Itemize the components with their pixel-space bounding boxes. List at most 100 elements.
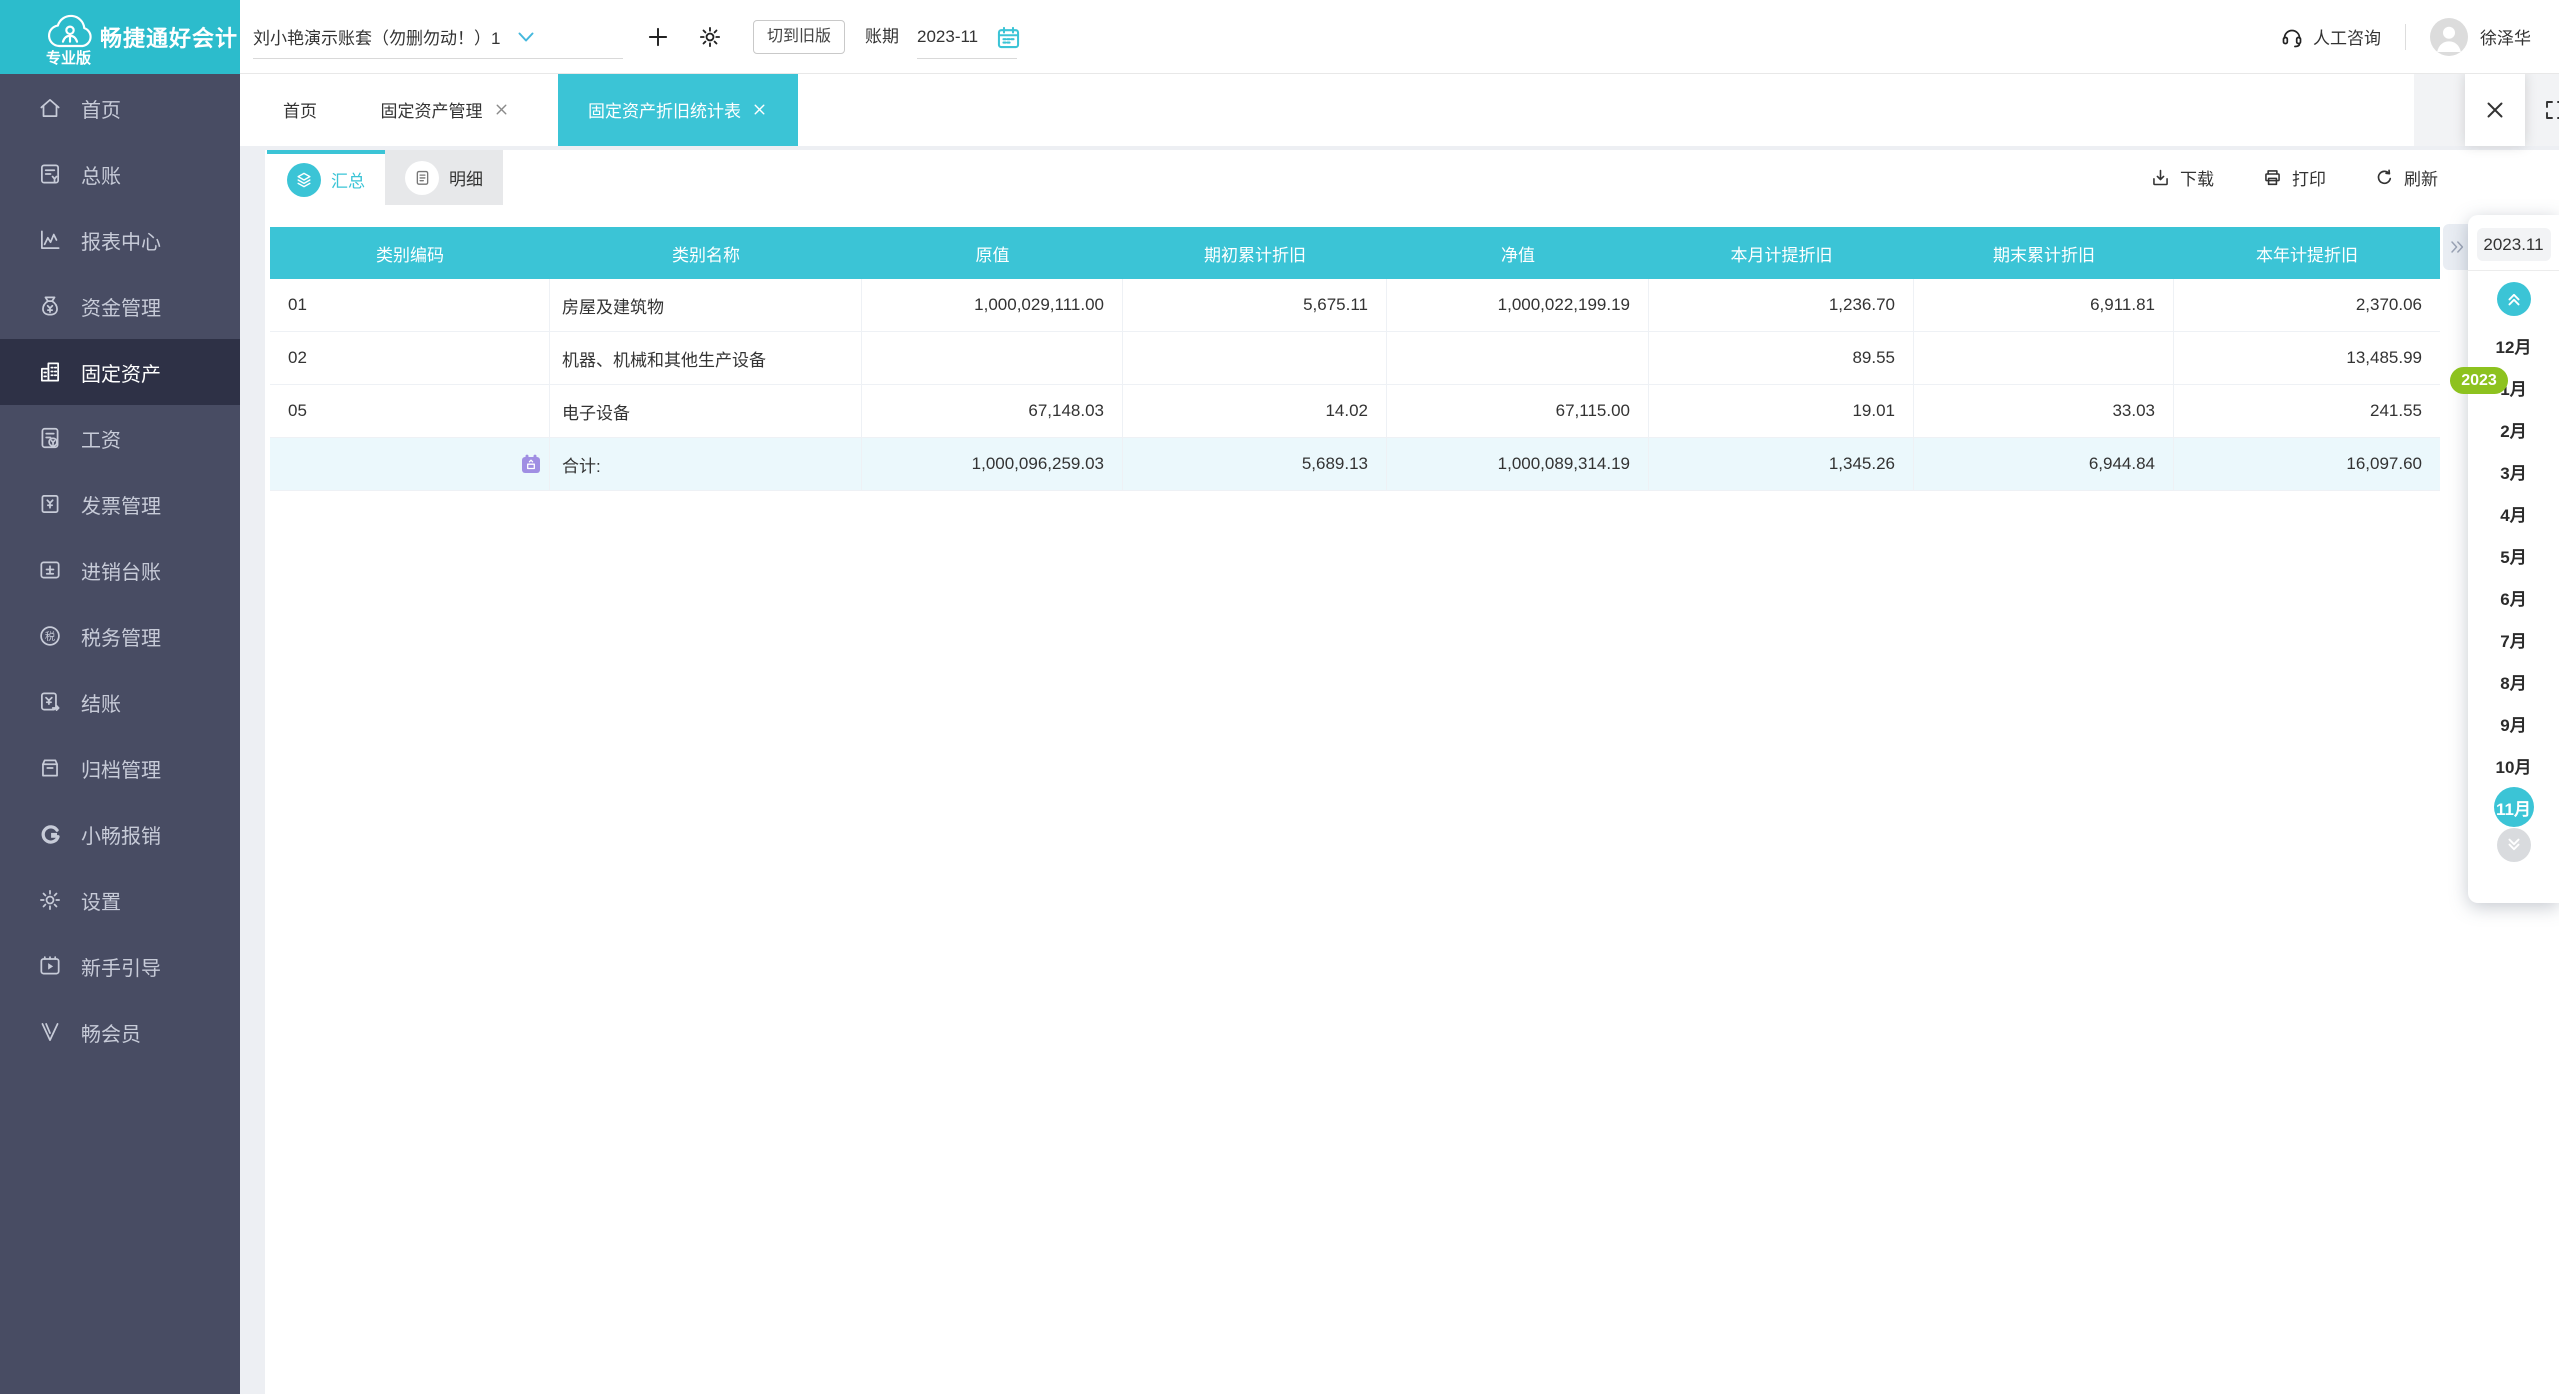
month-item[interactable]: 10月	[2495, 757, 2532, 777]
month-item[interactable]: 11月	[2468, 786, 2559, 828]
period-value[interactable]: 2023-11	[917, 27, 979, 46]
refresh-button[interactable]: 刷新	[2374, 165, 2438, 190]
table-row: 01 房屋及建筑物 1,000,029,111.00 5,675.11 1,000,02…	[270, 279, 2440, 332]
sidebar-item-label: 税务管理	[81, 627, 161, 650]
download-label: 下载	[2180, 170, 2214, 189]
table-header-row: 类别编码 类别名称 原值 期初累计折旧 净值 本月计提折旧 期末累计折旧 本年计提折旧	[270, 227, 2440, 279]
table-cell: 2,370.06	[2355, 295, 2422, 314]
table-cell	[1387, 332, 1649, 384]
add-account-set-button[interactable]	[645, 0, 671, 73]
month-item[interactable]: 9月	[2500, 715, 2527, 735]
building-icon	[37, 359, 63, 385]
period-label: 账期	[865, 27, 899, 46]
column-header: 期初累计折旧	[1204, 245, 1306, 265]
total-value: 1,000,096,259.03	[862, 438, 1123, 490]
column-header: 本年计提折旧	[2256, 245, 2358, 265]
closing-icon	[37, 689, 63, 715]
month-item[interactable]: 12月	[2495, 337, 2532, 357]
sidebar-item-salary[interactable]: 工资	[0, 405, 240, 471]
guide-video-icon	[37, 953, 63, 979]
current-period-label: 2023.11	[2476, 228, 2551, 261]
switch-to-old-version-button[interactable]: 切到旧版	[753, 20, 846, 54]
sidebar-item-invoice[interactable]: 发票管理	[0, 471, 240, 537]
sidebar-item-archive[interactable]: 归档管理	[0, 735, 240, 801]
month-item[interactable]: 6月	[2500, 589, 2527, 609]
close-all-tabs-button[interactable]	[2465, 73, 2525, 146]
tab-home[interactable]: 首页	[265, 73, 335, 146]
double-chevron-up-icon[interactable]	[2496, 282, 2531, 316]
month-item[interactable]: 3月	[2500, 463, 2527, 483]
avatar[interactable]	[2430, 17, 2468, 56]
month-item[interactable]: 8月	[2500, 673, 2527, 693]
close-icon[interactable]	[751, 101, 768, 118]
table-cell: 67,115.00	[1387, 385, 1649, 437]
table-cell: 13,485.99	[2346, 348, 2422, 367]
period-underline	[917, 58, 1017, 59]
table-cell	[1123, 332, 1387, 384]
tab-depreciation-report[interactable]: 固定资产折旧统计表	[558, 73, 798, 146]
sidebar-item-member[interactable]: 畅会员	[0, 999, 240, 1065]
tab-strip: 首页 固定资产管理 固定资产折旧统计表	[240, 73, 2559, 146]
month-item[interactable]: 2月	[2500, 421, 2527, 441]
account-underline	[253, 58, 623, 59]
sidebar-item-inventory[interactable]: 进销台账	[0, 537, 240, 603]
view-tab-summary[interactable]: 汇总	[267, 150, 385, 205]
fullscreen-icon[interactable]	[2530, 73, 2559, 146]
sidebar-item-settings[interactable]: 设置	[0, 867, 240, 933]
invoice-icon	[37, 491, 63, 517]
logo-subtitle: 专业版	[46, 50, 92, 67]
account-settings-gear-icon[interactable]	[697, 0, 723, 73]
refresh-icon	[2374, 167, 2395, 188]
table-cell	[862, 332, 1123, 384]
selected-month[interactable]: 11月	[2493, 787, 2534, 827]
print-button[interactable]: 打印	[2262, 165, 2326, 190]
sidebar-item-fixed-assets[interactable]: 固定资产	[0, 339, 240, 405]
account-selector[interactable]: 刘小艳演示账套（勿删勿动！）1	[253, 0, 538, 73]
calendar-icon[interactable]	[995, 24, 1022, 51]
sidebar-item-guide[interactable]: 新手引导	[0, 933, 240, 999]
table-cell: 电子设备	[550, 385, 862, 437]
download-button[interactable]: 下载	[2150, 165, 2214, 190]
double-chevron-right-icon[interactable]	[2443, 224, 2470, 270]
total-value: 6,944.84	[1914, 438, 2174, 490]
month-item[interactable]: 5月	[2500, 547, 2527, 567]
sidebar-item-closing[interactable]: 结账	[0, 669, 240, 735]
sidebar: 首页 总账 报表中心 资金管理 固定资产 工资 发票管理进销台账税 税务管理结账归档管理小畅报…	[0, 73, 240, 1394]
sidebar-item-label: 进销台账	[81, 561, 161, 584]
ledger-icon	[37, 161, 63, 187]
detail-list-icon	[405, 160, 439, 195]
column-header: 本月计提折旧	[1730, 245, 1833, 265]
sidebar-item-home[interactable]: 首页	[0, 75, 240, 141]
printer-icon	[2262, 167, 2283, 188]
table-cell: 14.02	[1123, 385, 1387, 437]
total-label: 合计:	[550, 438, 862, 490]
tab-fixed-asset-management[interactable]: 固定资产管理	[360, 73, 530, 146]
account-name: 刘小艳演示账套（勿删勿动！）1	[253, 29, 501, 48]
sidebar-item-ledger[interactable]: 总账	[0, 141, 240, 207]
close-icon[interactable]	[493, 101, 510, 118]
table-cell: 1,000,029,111.00	[862, 279, 1123, 331]
table-cell: 6,911.81	[1914, 279, 2174, 331]
total-value: 16,097.60	[2346, 454, 2422, 473]
report-panel: 汇总 明细 下载 打印 刷	[265, 150, 2559, 1394]
double-chevron-down-icon[interactable]	[2496, 828, 2531, 862]
table-cell: 02	[270, 332, 550, 384]
support-button[interactable]: 人工咨询	[2280, 24, 2381, 49]
sidebar-item-reports[interactable]: 报表中心	[0, 207, 240, 273]
column-header: 类别编码	[376, 245, 444, 265]
sidebar-item-label: 归档管理	[81, 759, 161, 782]
sidebar-item-tax[interactable]: 税 税务管理	[0, 603, 240, 669]
headset-icon	[2280, 25, 2304, 49]
chevron-down-icon	[514, 25, 538, 49]
table-cell: 67,148.03	[862, 385, 1123, 437]
view-tab-detail[interactable]: 明细	[385, 150, 503, 205]
sidebar-item-label: 结账	[81, 693, 121, 716]
table-cell: 89.55	[1649, 332, 1914, 384]
sidebar-item-funds[interactable]: 资金管理	[0, 273, 240, 339]
home-icon	[37, 95, 63, 121]
sidebar-item-reimburse[interactable]: 小畅报销	[0, 801, 240, 867]
month-item[interactable]: 4月	[2500, 505, 2527, 525]
month-item[interactable]: 7月	[2500, 631, 2527, 651]
user-name[interactable]: 徐泽华	[2480, 29, 2531, 48]
sidebar-item-label: 新手引导	[81, 957, 161, 980]
